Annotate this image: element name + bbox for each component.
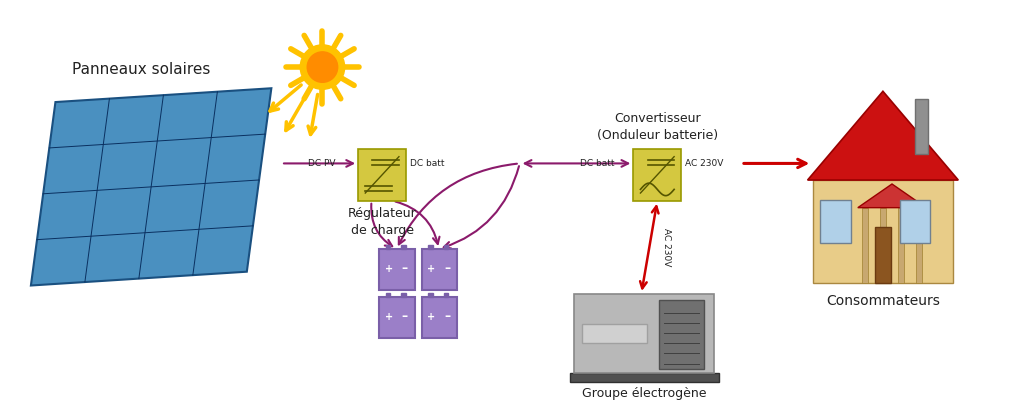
Polygon shape xyxy=(31,88,271,286)
FancyBboxPatch shape xyxy=(582,324,647,343)
FancyBboxPatch shape xyxy=(915,99,928,154)
Text: +: + xyxy=(385,264,393,274)
FancyBboxPatch shape xyxy=(820,200,851,243)
Text: DC batt: DC batt xyxy=(581,159,614,168)
Text: Régulateur
de charge: Régulateur de charge xyxy=(348,207,417,237)
FancyBboxPatch shape xyxy=(874,227,891,283)
FancyBboxPatch shape xyxy=(898,208,904,283)
FancyBboxPatch shape xyxy=(401,293,406,297)
FancyBboxPatch shape xyxy=(379,297,415,338)
Text: Panneaux solaires: Panneaux solaires xyxy=(73,62,211,77)
FancyBboxPatch shape xyxy=(443,245,449,249)
Polygon shape xyxy=(858,184,926,208)
FancyBboxPatch shape xyxy=(422,249,457,290)
FancyBboxPatch shape xyxy=(386,245,390,249)
FancyBboxPatch shape xyxy=(813,180,952,283)
Text: DC batt: DC batt xyxy=(410,159,444,168)
Circle shape xyxy=(307,52,338,82)
FancyBboxPatch shape xyxy=(862,208,867,283)
FancyBboxPatch shape xyxy=(428,245,432,249)
FancyBboxPatch shape xyxy=(900,200,931,243)
Polygon shape xyxy=(808,91,958,180)
Text: –: – xyxy=(401,262,408,275)
FancyBboxPatch shape xyxy=(659,300,703,369)
FancyBboxPatch shape xyxy=(633,149,681,201)
FancyBboxPatch shape xyxy=(916,208,922,283)
FancyBboxPatch shape xyxy=(574,294,715,373)
Circle shape xyxy=(300,45,345,89)
Text: Convertisseur
(Onduleur batterie): Convertisseur (Onduleur batterie) xyxy=(597,112,718,142)
FancyBboxPatch shape xyxy=(428,293,432,297)
Text: –: – xyxy=(444,262,451,275)
FancyBboxPatch shape xyxy=(569,373,719,382)
Text: –: – xyxy=(401,310,408,324)
Text: +: + xyxy=(427,264,435,274)
FancyBboxPatch shape xyxy=(422,297,457,338)
Text: +: + xyxy=(427,312,435,322)
FancyBboxPatch shape xyxy=(379,249,415,290)
FancyBboxPatch shape xyxy=(386,293,390,297)
Text: Consommateurs: Consommateurs xyxy=(826,294,940,308)
FancyBboxPatch shape xyxy=(881,208,886,283)
Text: DC PV: DC PV xyxy=(308,159,336,168)
FancyBboxPatch shape xyxy=(443,293,449,297)
Text: +: + xyxy=(385,312,393,322)
Text: AC 230V: AC 230V xyxy=(662,228,671,267)
FancyBboxPatch shape xyxy=(401,245,406,249)
Text: Groupe électrogène: Groupe électrogène xyxy=(582,387,707,401)
FancyBboxPatch shape xyxy=(358,149,407,201)
Text: AC 230V: AC 230V xyxy=(685,159,724,168)
Text: –: – xyxy=(444,310,451,324)
